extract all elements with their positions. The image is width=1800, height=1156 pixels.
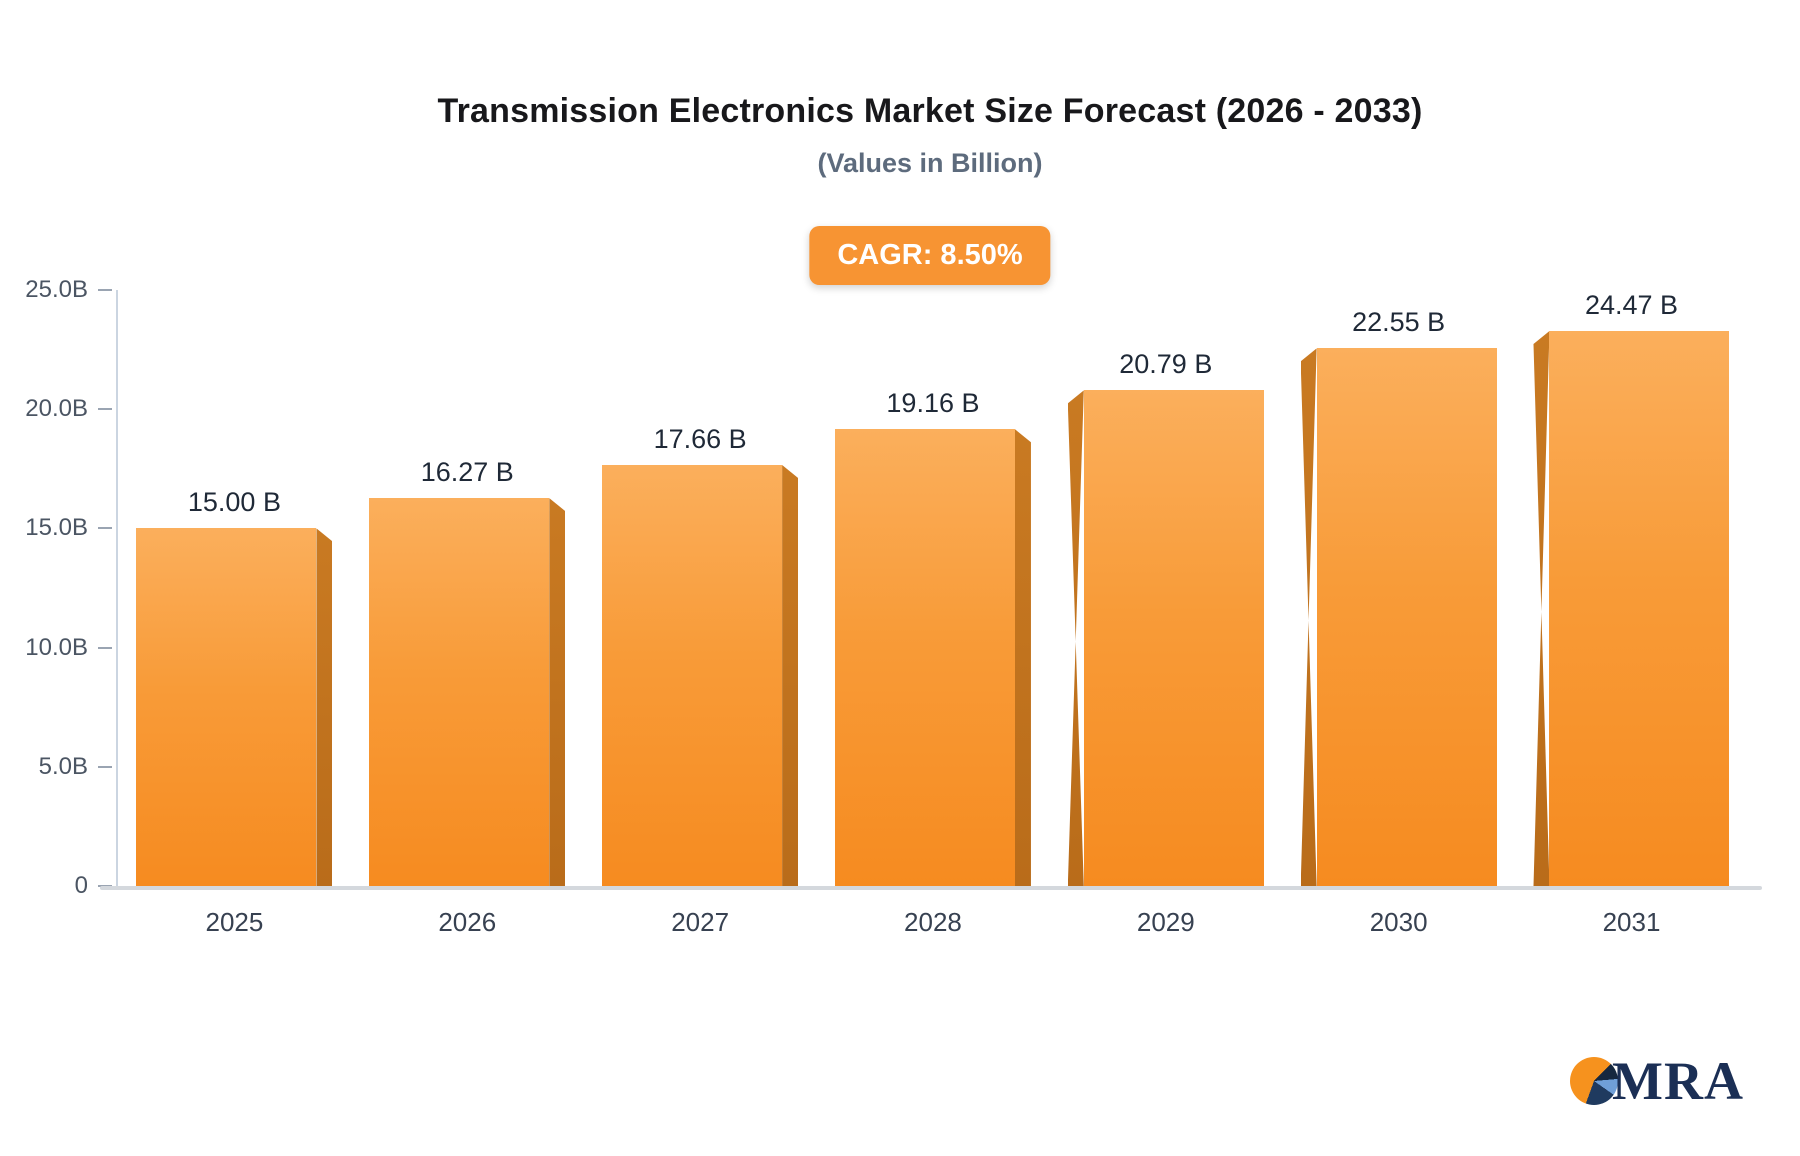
y-tick-label: 15.0B [25, 514, 88, 542]
y-tick-mark [98, 289, 112, 291]
bar-value-label: 16.27 B [420, 457, 514, 488]
x-tick-label: 2028 [904, 907, 962, 937]
logo-text: MRA [1612, 1051, 1744, 1111]
bar-2026 [369, 498, 566, 886]
y-tick-label: 20.0B [25, 395, 88, 423]
bar-face [834, 429, 1015, 886]
bar-value-label: 24.47 B [1584, 290, 1679, 320]
bar-column-2027: 17.66 B 2027 [584, 290, 816, 937]
y-tick-label: 0 [74, 872, 88, 899]
pie-logo-icon [1570, 1057, 1619, 1105]
y-tick-mark [98, 527, 112, 530]
y-tick-label: 10.0B [25, 633, 88, 661]
y-tick-mark [98, 646, 112, 649]
chart-title: Transmission Electronics Market Size For… [437, 92, 1423, 130]
x-axis-line [100, 886, 1762, 890]
bar-column-2030: 22.55 B 2030 [1283, 290, 1515, 937]
y-axis: 0 5.0B 10.0B 15.0B 20.0B 25.0B [0, 276, 114, 899]
bar-column-2031: 24.47 B 2031 [1515, 290, 1747, 937]
x-tick-label: 2027 [671, 907, 730, 937]
bar-2031 [1533, 331, 1730, 886]
bar-column-2029: 20.79 B 2029 [1050, 290, 1282, 937]
bar-face [1549, 331, 1730, 886]
bar-2028 [834, 429, 1031, 886]
y-tick-label: 5.0B [38, 752, 88, 780]
bar-value-label: 20.79 B [1119, 349, 1213, 380]
x-tick-label: 2025 [205, 907, 264, 937]
x-tick-label: 2030 [1369, 907, 1428, 937]
bar-face [369, 498, 550, 886]
bar-face [1316, 348, 1497, 886]
bar-value-label: 19.16 B [886, 388, 980, 419]
bar-face [1083, 390, 1264, 886]
y-tick-mark [98, 765, 112, 768]
y-axis-line [116, 290, 118, 888]
bar-column-2025: 15.00 B 2025 [118, 290, 350, 937]
y-tick-mark [98, 408, 112, 411]
bar-value-label: 17.66 B [653, 424, 747, 454]
x-tick-label: 2029 [1136, 907, 1195, 937]
bar-side-shade [549, 498, 566, 886]
bar-side-shade [316, 528, 333, 886]
bar-side-shade [1014, 429, 1031, 886]
cagr-badge: CAGR: 8.50% [809, 226, 1051, 285]
x-tick-label: 2031 [1602, 907, 1661, 937]
bar-2025 [136, 528, 333, 886]
brand-logo: MRA [1570, 1054, 1744, 1108]
chart-subtitle: (Values in Billion) [817, 148, 1043, 178]
bar-2029 [1067, 390, 1264, 886]
bar-face [136, 528, 317, 886]
plot-area: 15.00 B 2025 16.27 B 2026 17.66 B 2027 19.16 B… [118, 290, 1748, 937]
bar-2030 [1300, 348, 1497, 886]
bar-side-shade [1533, 331, 1550, 886]
bar-column-2028: 19.16 B 2028 [817, 290, 1049, 937]
bar-side-shade [1067, 390, 1084, 886]
bar-2027 [602, 465, 799, 886]
bar-face [602, 465, 783, 886]
bar-side-shade [782, 465, 799, 886]
bar-value-label: 22.55 B [1352, 307, 1446, 338]
bar-side-shade [1300, 348, 1317, 886]
bar-value-label: 15.00 B [187, 487, 281, 518]
y-tick-label: 25.0B [25, 276, 88, 303]
x-tick-label: 2026 [438, 907, 497, 937]
bar-column-2026: 16.27 B 2026 [351, 290, 583, 937]
